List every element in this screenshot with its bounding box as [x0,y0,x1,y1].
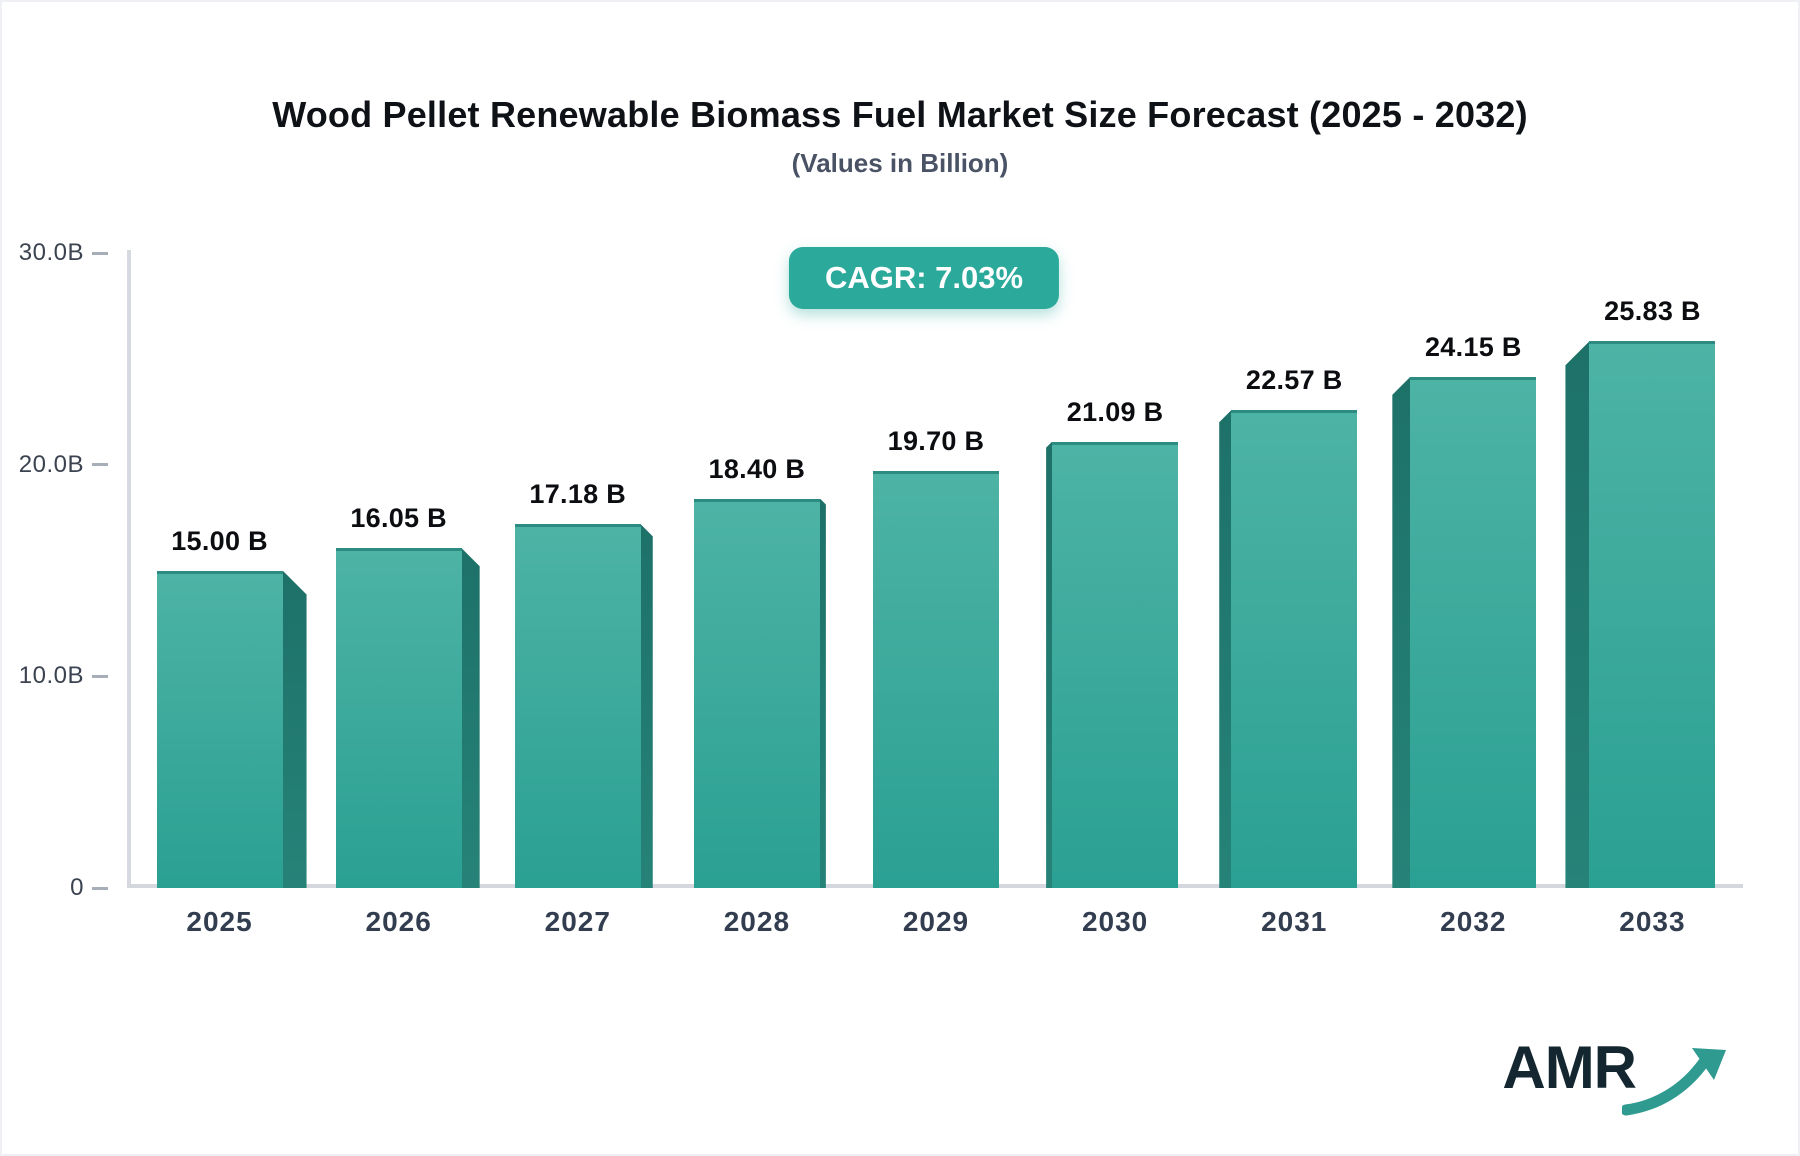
bar-value-label-2030: 21.09 B [1066,396,1164,427]
bar-value-label-2032: 24.15 B [1424,331,1522,362]
y-axis-tick-label: 20.0B [18,450,84,478]
x-axis-label-2033: 2033 [1619,906,1686,937]
y-axis-tick-mark [92,251,108,255]
y-axis-tick-mark [92,463,108,467]
cagr-badge: CAGR: 7.03% [788,247,1060,309]
x-axis-label-2031: 2031 [1261,906,1328,937]
bar-2032-side [1392,376,1411,888]
x-axis-label-2032: 2032 [1440,906,1507,937]
x-axis-label-2027: 2027 [544,906,611,937]
amr-logo-text: AMR [1502,1034,1637,1101]
bar-value-label-2025: 15.00 B [171,525,268,556]
bar-2031 [1231,410,1358,888]
x-axis-label-2026: 2026 [365,906,432,937]
bar-2033 [1589,341,1716,888]
y-axis-tick-mark [92,674,108,678]
chart-subtitle: (Values in Billion) [791,148,1009,178]
bar-2030 [1052,441,1179,888]
bar-2026-side [461,548,480,888]
bar-2025-side [282,570,307,888]
bar-value-label-2031: 22.57 B [1245,365,1343,396]
x-axis-label-2030: 2030 [1081,906,1149,937]
bar-2032 [1410,376,1537,888]
growth-arrow-icon [1622,1048,1726,1116]
bar-value-label-2027: 17.18 B [529,479,627,510]
bar-value-label-2029: 19.70 B [887,426,985,457]
bar-2026 [335,548,462,888]
bar-2025 [156,570,283,888]
y-axis-tick-label: 10.0B [18,662,84,690]
y-axis-tick-mark [92,886,108,890]
y-axis-line [127,250,131,888]
bar-value-label-2026: 16.05 B [350,503,447,534]
bar-2029 [873,471,999,888]
bar-2027 [514,524,641,888]
bar-2028 [693,498,820,888]
y-axis-tick-label: 30.0B [18,239,84,266]
x-axis-label-2028: 2028 [723,906,791,937]
y-axis-tick-label: 0 [70,874,84,901]
page-title: Wood Pellet Renewable Biomass Fuel Marke… [272,94,1528,135]
bar-2027-side [640,524,653,888]
bar-2030-side [1046,441,1053,888]
x-axis-label-2025: 2025 [186,906,253,937]
bar-2028-side [819,498,826,888]
bar-2033-side [1565,341,1590,888]
bar-value-label-2033: 25.83 B [1604,296,1701,327]
bar-2031-side [1219,410,1232,888]
bar-value-label-2028: 18.40 B [708,453,806,484]
x-axis-label-2029: 2029 [902,906,970,937]
amr-logo: AMR [1502,1038,1730,1118]
